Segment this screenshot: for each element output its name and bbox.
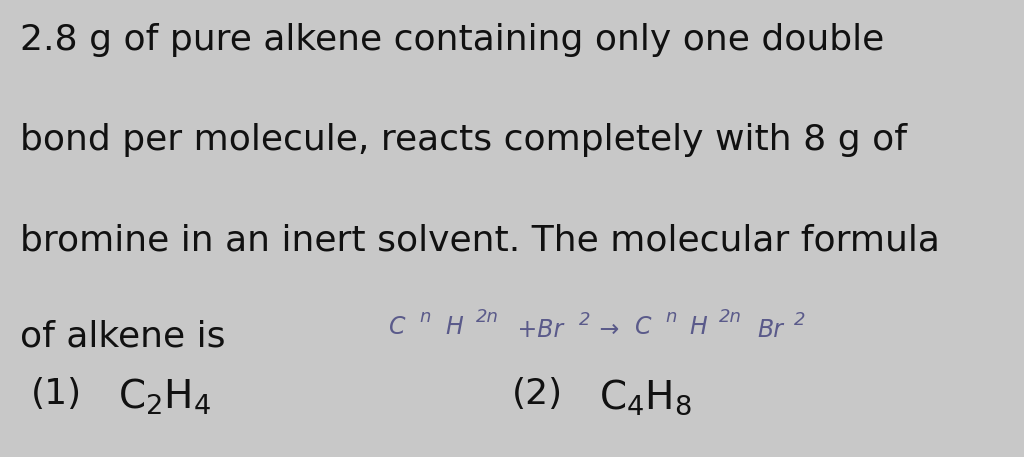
Text: 2: 2: [794, 311, 805, 329]
Text: H: H: [445, 315, 463, 340]
Text: bond per molecule, reacts completely with 8 g of: bond per molecule, reacts completely wit…: [20, 123, 907, 157]
Text: 2.8 g of pure alkene containing only one double: 2.8 g of pure alkene containing only one…: [20, 23, 885, 57]
Text: 2n: 2n: [476, 308, 499, 326]
Text: +Br: +Br: [510, 318, 563, 342]
Text: n: n: [666, 308, 677, 326]
Text: 2: 2: [579, 311, 590, 329]
Text: H: H: [689, 315, 707, 340]
Text: (1): (1): [31, 377, 82, 411]
Text: $\mathregular{C_2H_4}$: $\mathregular{C_2H_4}$: [118, 377, 211, 417]
Text: 2n: 2n: [719, 308, 741, 326]
Text: n: n: [420, 308, 431, 326]
Text: Br: Br: [758, 318, 783, 342]
Text: C: C: [389, 315, 406, 340]
Text: bromine in an inert solvent. The molecular formula: bromine in an inert solvent. The molecul…: [20, 224, 940, 258]
Text: C: C: [635, 315, 651, 340]
Text: $\mathregular{C_4H_8}$: $\mathregular{C_4H_8}$: [599, 377, 692, 417]
Text: →: →: [592, 318, 627, 342]
Text: (2): (2): [512, 377, 563, 411]
Text: of alkene is: of alkene is: [20, 320, 226, 354]
